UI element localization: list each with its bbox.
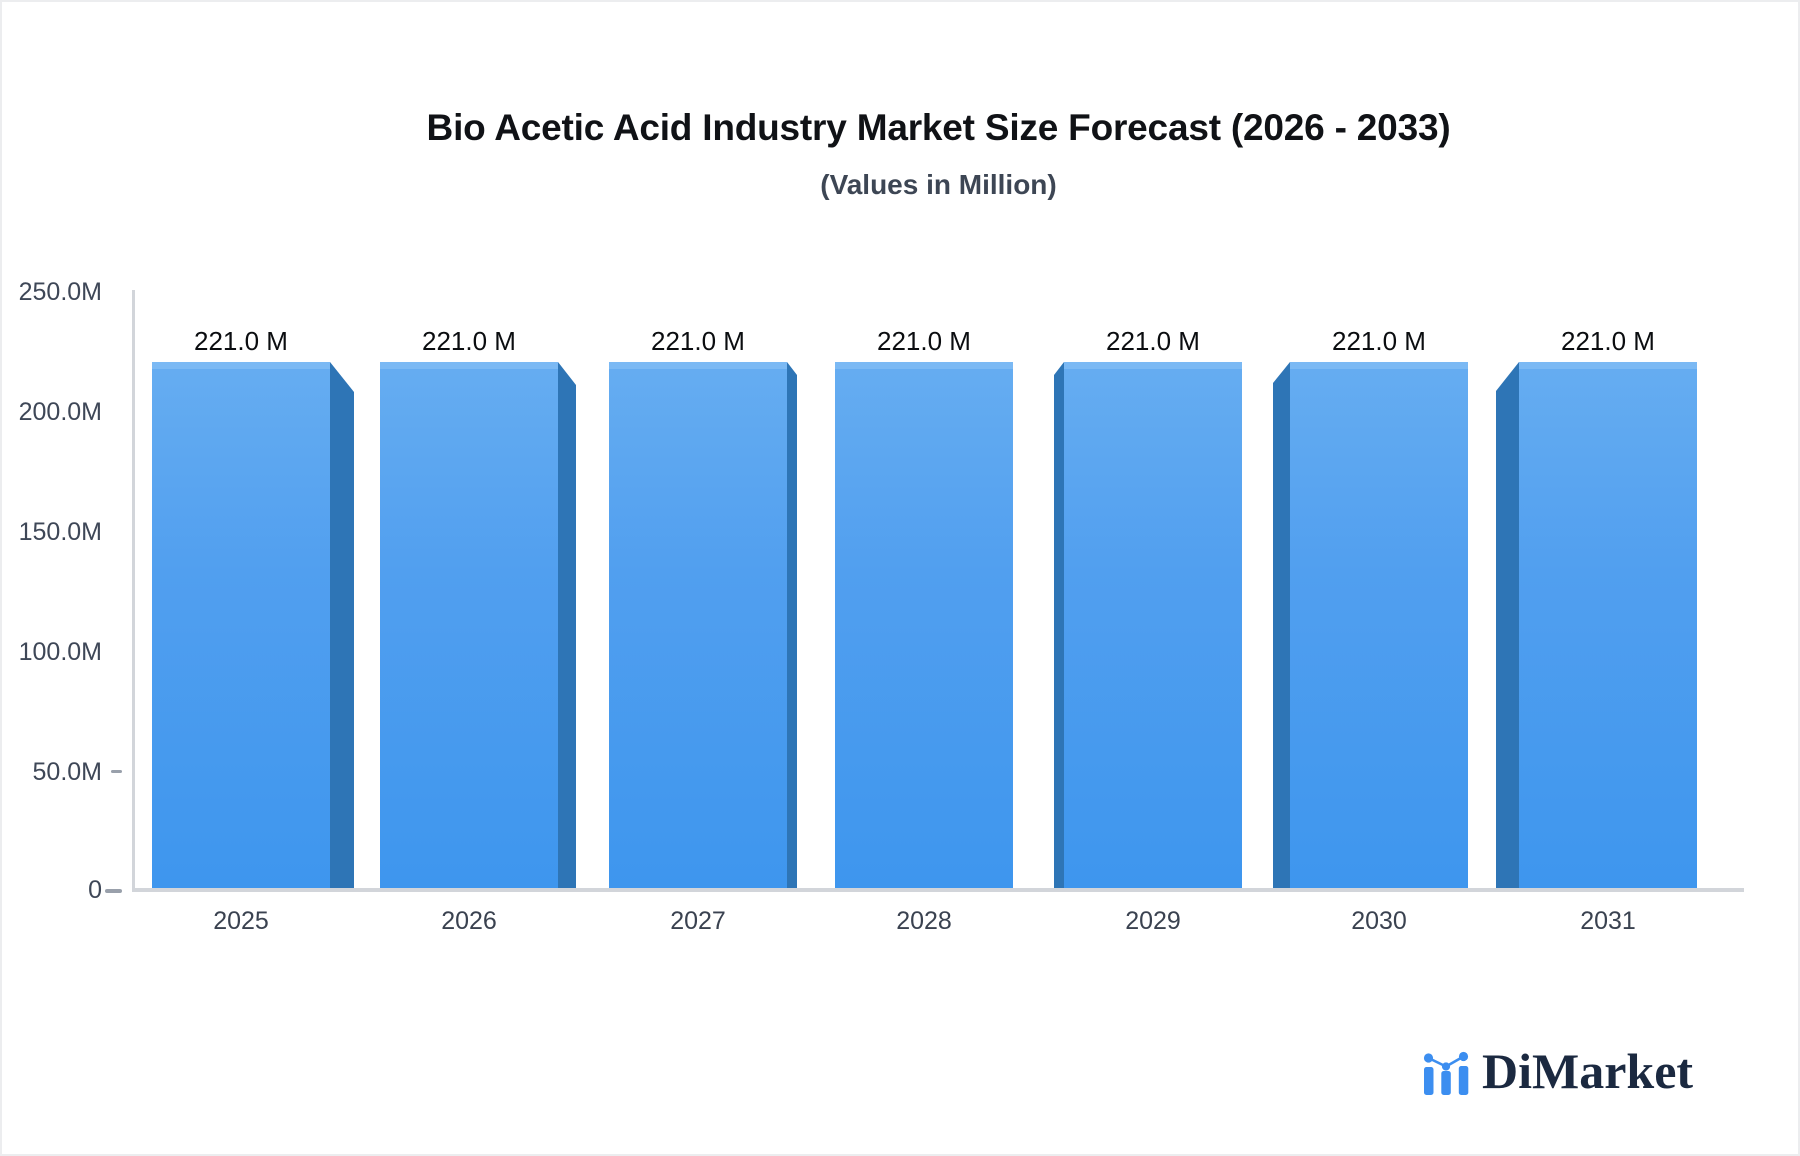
bar-3d-side	[558, 362, 576, 888]
bar-3d-side	[1054, 362, 1064, 888]
bar-value-label: 221.0 M	[651, 326, 745, 356]
x-axis-label: 2029	[1125, 907, 1181, 935]
y-axis-label: 150.0M	[18, 518, 102, 546]
bar-2028: 221.0 M 2028	[835, 328, 1013, 935]
y-axis-label: 200.0M	[18, 398, 102, 426]
bar-2025: 221.0 M 2025	[152, 328, 354, 935]
bar-2026: 221.0 M 2026	[380, 328, 576, 935]
bar-front-face	[152, 362, 330, 888]
dimarket-logo: DiMarket	[1423, 1044, 1693, 1096]
y-axis-line	[132, 290, 135, 890]
bar-value-label: 221.0 M	[1561, 326, 1655, 356]
bar-front-face	[835, 362, 1013, 888]
bar-front-face	[1290, 362, 1468, 888]
bar-3d-side	[330, 362, 354, 888]
x-axis-label: 2031	[1580, 907, 1636, 935]
y-axis-label: 0	[88, 876, 102, 904]
bar-front-face	[609, 362, 787, 888]
bar-2030: 221.0 M 2030	[1273, 328, 1468, 935]
x-axis-label: 2027	[670, 907, 726, 935]
y-axis-tick	[111, 770, 122, 773]
dimarket-logo-text: DiMarket	[1482, 1043, 1694, 1099]
bar-value-label: 221.0 M	[1332, 326, 1426, 356]
bar-value-label: 221.0 M	[877, 326, 971, 356]
chart-subtitle: (Values in Million)	[820, 169, 1057, 200]
y-axis-label: 50.0M	[32, 758, 102, 786]
bar-value-label: 221.0 M	[194, 326, 288, 356]
bar-3d-side	[1273, 362, 1290, 888]
bar-front-face	[380, 362, 558, 888]
bar-3d-side	[1496, 362, 1519, 888]
bar-value-label: 221.0 M	[1106, 326, 1200, 356]
bar-front-face	[1519, 362, 1697, 888]
bar-2027: 221.0 M 2027	[609, 328, 797, 935]
bar-value-label: 221.0 M	[422, 326, 516, 356]
x-axis-label: 2030	[1351, 907, 1407, 935]
chart-title: Bio Acetic Acid Industry Market Size For…	[426, 107, 1451, 148]
x-axis-label: 2028	[896, 907, 952, 935]
y-axis-label: 250.0M	[18, 278, 102, 306]
bar-3d-side	[787, 362, 797, 888]
x-axis-label: 2025	[213, 907, 269, 935]
bar-2031: 221.0 M 2031	[1496, 328, 1697, 935]
bar-front-face	[1064, 362, 1242, 888]
dimarket-logo-icon	[1423, 1051, 1469, 1095]
bar-2029: 221.0 M 2029	[1054, 328, 1242, 935]
y-axis-tick	[105, 889, 122, 893]
x-axis-label: 2026	[441, 907, 497, 935]
y-axis-label: 100.0M	[18, 638, 102, 666]
x-axis-line	[132, 888, 1744, 892]
